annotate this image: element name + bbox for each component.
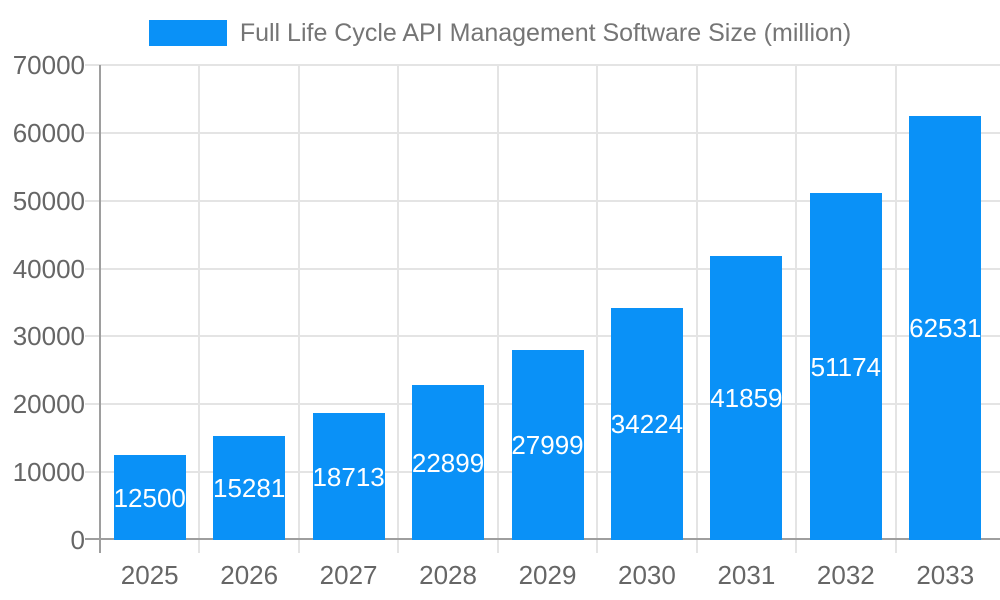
x-axis-label: 2032	[816, 560, 875, 590]
legend-swatch	[148, 20, 227, 46]
bar-value-label: 41859	[710, 383, 783, 413]
gridline-horizontal	[100, 131, 1000, 134]
x-axis-label: 2031	[717, 560, 776, 590]
y-axis-label: 20000	[12, 389, 85, 420]
gridline-horizontal	[100, 64, 1000, 66]
bar-value-label: 12500	[113, 482, 186, 513]
gridline-vertical	[795, 65, 798, 553]
y-axis-label: 10000	[12, 457, 85, 488]
gridline-vertical	[695, 65, 698, 553]
gridline-vertical	[297, 65, 300, 553]
x-axis-label: 2028	[419, 560, 477, 590]
y-axis-label: 60000	[12, 117, 85, 148]
legend-label: Full Life Cycle API Management Software …	[239, 19, 852, 47]
x-axis-label: 2026	[220, 560, 279, 590]
y-axis-tick	[85, 471, 100, 474]
y-axis-tick	[85, 335, 100, 338]
gridline-horizontal	[100, 199, 1000, 202]
gridline-horizontal	[100, 267, 1000, 270]
bar-value-label: 51174	[810, 351, 882, 382]
gridline-vertical	[198, 65, 201, 553]
bar-value-label: 15281	[213, 473, 286, 503]
y-axis-label: 70000	[12, 50, 85, 80]
bar-value-label: 62531	[909, 313, 982, 343]
gridline-vertical	[496, 65, 499, 553]
y-axis-label: 40000	[12, 253, 85, 284]
plot-area: 0 10000 20000 30000 40000 50000 60000 70000 1250…	[13, 50, 1000, 590]
bar-value-label: 27999	[511, 430, 584, 460]
y-axis-tick	[85, 199, 100, 202]
bar-2033: 62531	[909, 116, 981, 540]
gridline-vertical	[596, 65, 599, 553]
gridline-horizontal	[100, 335, 1000, 338]
y-axis-label: 50000	[12, 185, 85, 216]
bar-2026: 15281	[213, 436, 285, 540]
x-axis-label: 2030	[618, 560, 676, 590]
bar-2028: 22899	[412, 385, 484, 540]
bar-2030: 34224	[611, 308, 683, 540]
y-axis-tick	[85, 403, 100, 406]
y-axis-tick	[85, 131, 100, 134]
x-axis-label: 2029	[518, 560, 577, 590]
bar-value-label: 18713	[312, 461, 385, 492]
y-axis-label: 30000	[12, 321, 85, 352]
bar-value-label: 34224	[610, 409, 684, 439]
bar-2027: 18713	[312, 413, 385, 540]
y-axis-tick	[85, 64, 100, 66]
x-axis-label: 2027	[319, 560, 378, 590]
bar-2029: 27999	[511, 350, 584, 540]
gridline-vertical	[397, 65, 400, 553]
x-axis-label: 2033	[916, 560, 975, 590]
y-axis-tick	[85, 267, 100, 270]
bar-2025: 12500	[114, 455, 186, 540]
y-axis-label: 0	[70, 525, 85, 555]
y-axis-line	[99, 65, 101, 553]
bar-value-label: 22899	[411, 447, 485, 478]
x-axis-label: 2025	[120, 560, 179, 590]
bar-2032: 51174	[809, 193, 882, 540]
gridline-vertical	[894, 65, 897, 553]
chart-legend: Full Life Cycle API Management Software …	[0, 18, 1000, 48]
bar-2031: 41859	[710, 256, 783, 540]
